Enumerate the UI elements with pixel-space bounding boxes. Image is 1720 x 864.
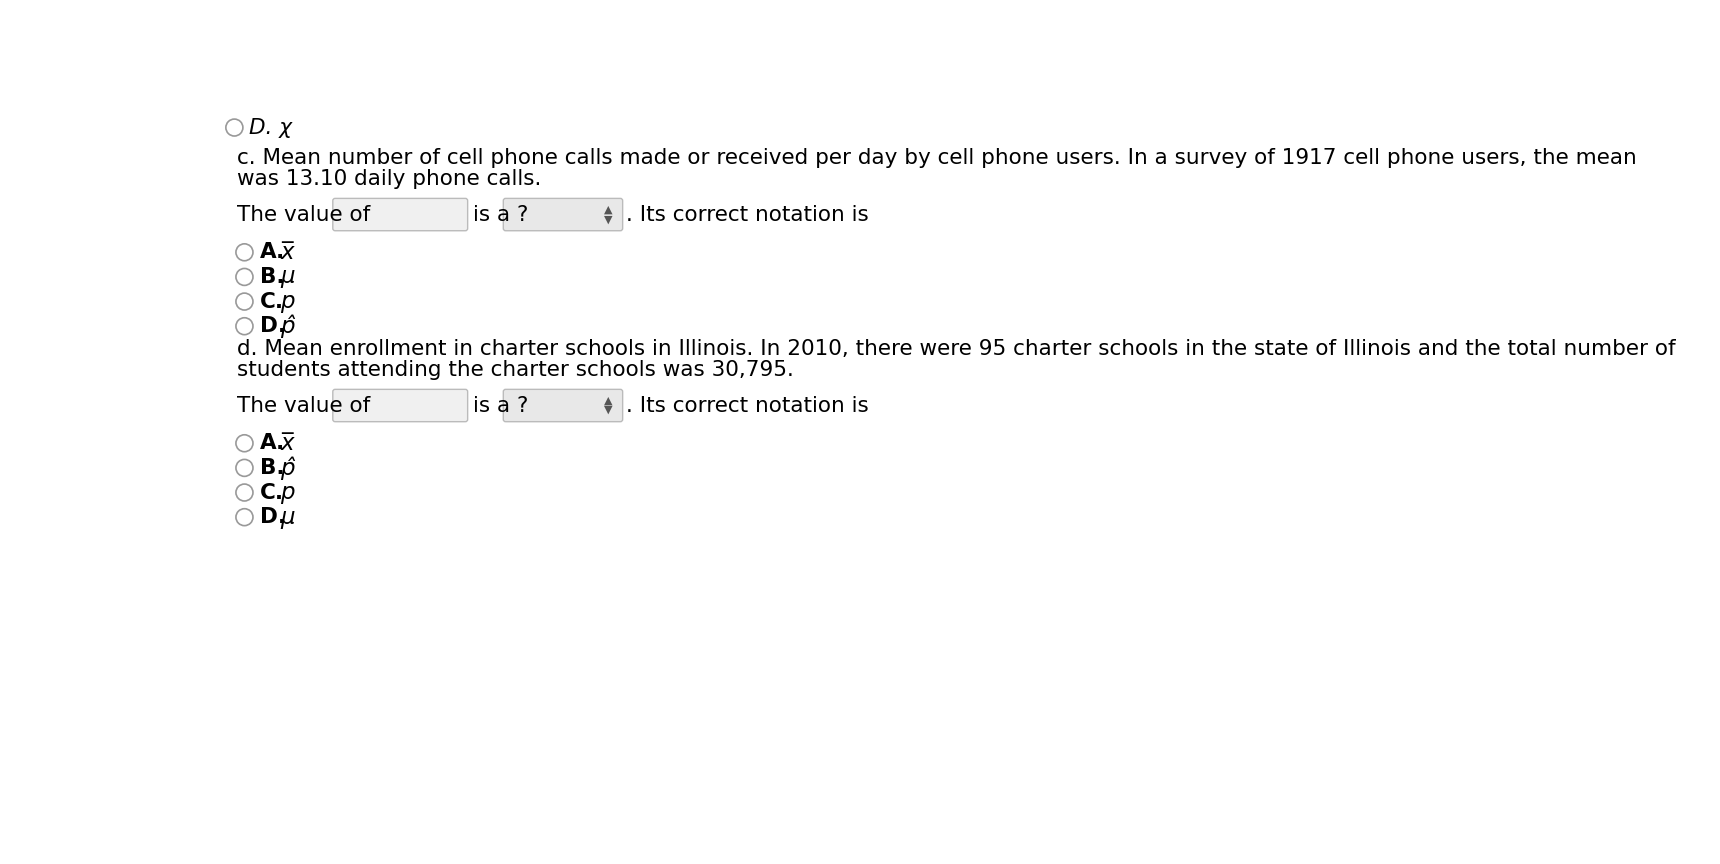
Text: . Its correct notation is: . Its correct notation is	[626, 396, 869, 416]
Circle shape	[236, 435, 253, 452]
Text: is a: is a	[473, 396, 511, 416]
Text: ?: ?	[516, 396, 528, 416]
Text: p: p	[280, 481, 294, 504]
Circle shape	[225, 119, 243, 136]
Text: ▼: ▼	[604, 214, 612, 224]
Text: D.: D.	[260, 316, 286, 336]
Text: p̂: p̂	[280, 456, 294, 480]
FancyBboxPatch shape	[504, 390, 623, 422]
Text: μ: μ	[280, 265, 294, 289]
Text: . Its correct notation is: . Its correct notation is	[626, 205, 869, 225]
Text: ▼: ▼	[604, 405, 612, 415]
Text: C.: C.	[260, 482, 284, 503]
Text: D. χ: D. χ	[249, 118, 292, 137]
Circle shape	[236, 460, 253, 476]
Text: ▲: ▲	[604, 205, 612, 215]
Circle shape	[236, 318, 253, 334]
Text: C.: C.	[260, 291, 284, 312]
FancyBboxPatch shape	[332, 390, 468, 422]
Text: D.: D.	[260, 507, 286, 527]
FancyBboxPatch shape	[332, 199, 468, 231]
Text: The value of: The value of	[237, 396, 370, 416]
Text: was 13.10 daily phone calls.: was 13.10 daily phone calls.	[237, 169, 542, 189]
Circle shape	[236, 244, 253, 261]
Text: The value of: The value of	[237, 205, 370, 225]
Text: B.: B.	[260, 267, 284, 287]
Text: A.: A.	[260, 433, 286, 454]
Text: μ: μ	[280, 505, 294, 529]
Text: ?: ?	[516, 205, 528, 225]
Text: p̂: p̂	[280, 314, 294, 338]
Text: x̅: x̅	[280, 241, 294, 264]
Text: ▲: ▲	[604, 396, 612, 406]
Text: students attending the charter schools was 30,795.: students attending the charter schools w…	[237, 360, 793, 380]
Text: B.: B.	[260, 458, 284, 478]
Text: p: p	[280, 290, 294, 313]
Circle shape	[236, 484, 253, 501]
Circle shape	[236, 293, 253, 310]
Text: d. Mean enrollment in charter schools in Illinois. In 2010, there were 95 charte: d. Mean enrollment in charter schools in…	[237, 340, 1675, 359]
Text: A.: A.	[260, 242, 286, 263]
Circle shape	[236, 509, 253, 525]
Circle shape	[236, 269, 253, 285]
Text: x̅: x̅	[280, 432, 294, 454]
Text: is a: is a	[473, 205, 511, 225]
FancyBboxPatch shape	[504, 199, 623, 231]
Text: c. Mean number of cell phone calls made or received per day by cell phone users.: c. Mean number of cell phone calls made …	[237, 149, 1636, 168]
